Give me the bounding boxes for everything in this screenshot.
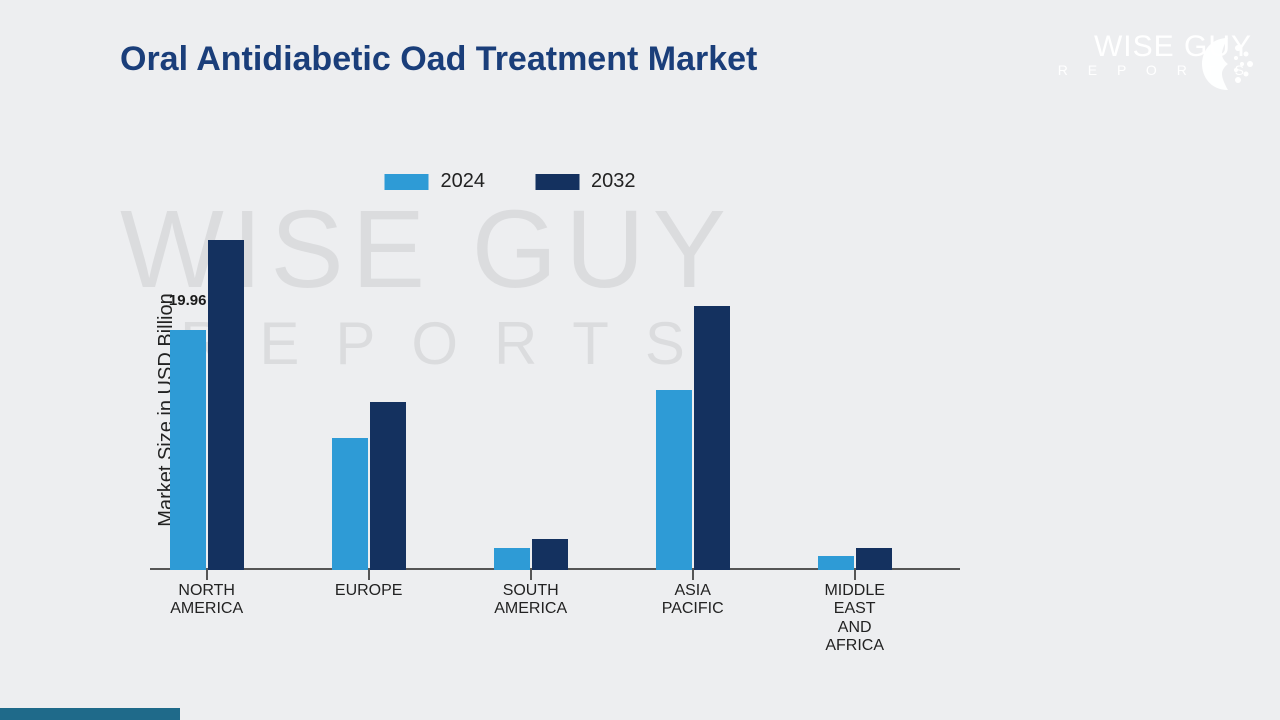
plot-area: NORTH AMERICA EUROPE SOUTH AMERICA ASIA PAC…	[150, 210, 960, 570]
x-tick	[530, 570, 532, 580]
brand-logo-sub: R E P O R T S	[1058, 62, 1252, 78]
x-tick	[368, 570, 370, 580]
x-tick	[692, 570, 694, 580]
footer-accent-bar	[0, 708, 180, 720]
legend-item-2032: 2032	[535, 170, 636, 193]
bar-2024	[494, 548, 530, 570]
category-label: SOUTH AMERICA	[494, 582, 567, 619]
x-tick	[206, 570, 208, 580]
category-label: ASIA PACIFIC	[662, 582, 724, 619]
legend-swatch-2024	[385, 174, 429, 190]
legend: 2024 2032	[385, 170, 636, 193]
bar-2024	[170, 330, 206, 570]
bar-group: ASIA PACIFIC	[656, 306, 730, 570]
chart-title: Oral Antidiabetic Oad Treatment Market	[120, 40, 757, 79]
value-label: 19.96	[169, 292, 207, 309]
bar-chart: Market Size in USD Billion 2024 2032 NOR…	[60, 160, 960, 660]
right-panel	[960, 0, 1280, 720]
bar-group: EUROPE	[332, 402, 406, 570]
bar-group: SOUTH AMERICA	[494, 539, 568, 570]
bar-group: MIDDLE EAST AND AFRICA	[818, 548, 892, 570]
bar-2032	[532, 539, 568, 570]
bar-2032	[370, 402, 406, 570]
bar-2032	[208, 240, 244, 570]
category-label: EUROPE	[335, 582, 403, 600]
bar-2032	[694, 306, 730, 570]
bar-2024	[332, 438, 368, 570]
legend-label-2024: 2024	[441, 170, 486, 193]
category-label: NORTH AMERICA	[170, 582, 243, 619]
bar-group: NORTH AMERICA	[170, 240, 244, 570]
legend-item-2024: 2024	[385, 170, 486, 193]
brand-logo-main: WISE GUY	[1058, 30, 1252, 64]
x-tick	[854, 570, 856, 580]
bar-2024	[818, 556, 854, 570]
bar-2024	[656, 390, 692, 570]
brand-logo: WISE GUY R E P O R T S	[1058, 30, 1252, 78]
legend-swatch-2032	[535, 174, 579, 190]
bar-2032	[856, 548, 892, 570]
legend-label-2032: 2032	[591, 170, 636, 193]
category-label: MIDDLE EAST AND AFRICA	[824, 582, 884, 656]
